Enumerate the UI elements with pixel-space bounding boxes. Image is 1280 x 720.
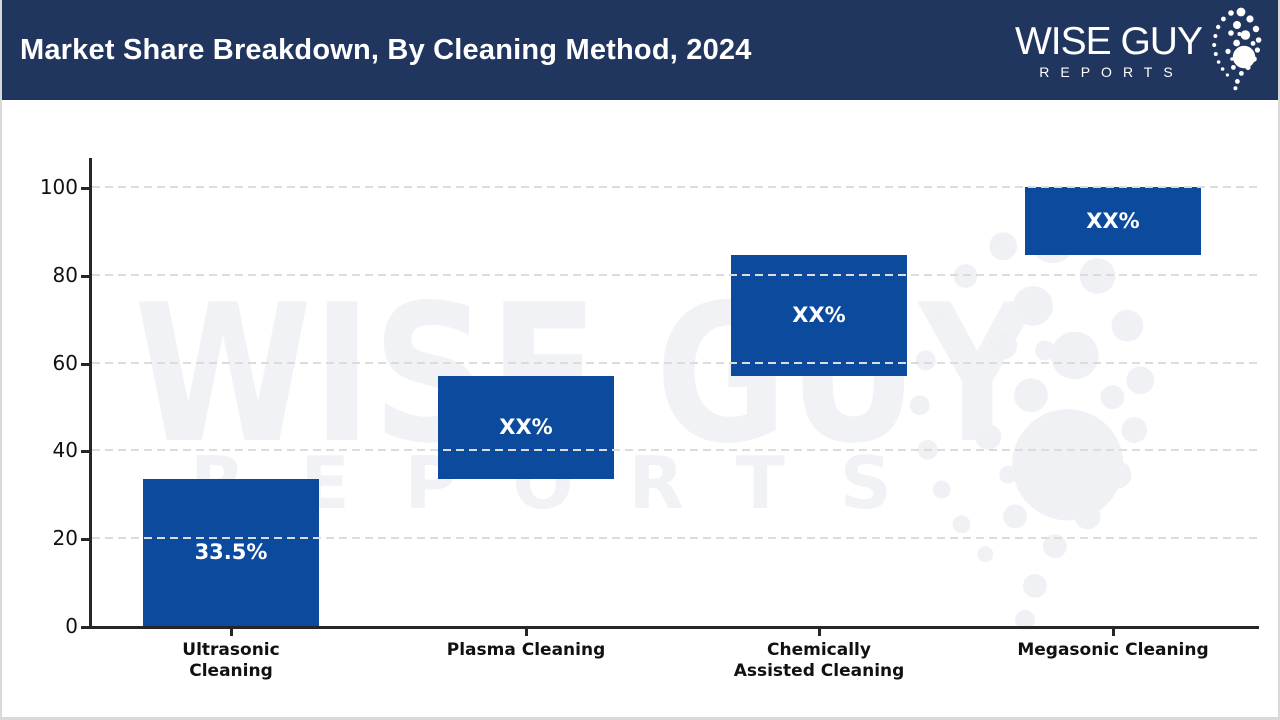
category-label: Chemically Assisted Cleaning	[699, 640, 939, 682]
bar-value-label: XX%	[792, 303, 846, 328]
y-tick-label: 0	[65, 614, 78, 638]
category-label-line: Megasonic Cleaning	[1017, 640, 1209, 660]
dotted-head-profile-watermark-icon	[909, 219, 1155, 630]
y-tick-label: 40	[52, 438, 78, 463]
x-tick-mark	[525, 629, 528, 636]
chart-title: Market Share Breakdown, By Cleaning Meth…	[20, 33, 752, 66]
x-axis-line	[89, 626, 1259, 629]
bar-segment: XX%	[1025, 187, 1201, 256]
y-tick-mark	[81, 626, 89, 629]
plot-area: WISE GUY REPORTS 33.5% XX% XX% XX% 0 20 40 60 80…	[2, 100, 1278, 717]
x-tick-mark	[818, 629, 821, 636]
y-tick-mark	[81, 274, 89, 278]
brand-logo: WISE GUY REPORTS	[1015, 7, 1268, 93]
category-label-line: Assisted Cleaning	[733, 661, 905, 681]
brand-wordmark: WISE GUY REPORTS	[1014, 19, 1203, 80]
gridline	[92, 449, 1259, 452]
bar-value-label: XX%	[499, 415, 553, 440]
y-tick-mark	[81, 187, 89, 190]
y-tick-label: 100	[39, 175, 78, 199]
category-label: Megasonic Cleaning	[993, 640, 1233, 661]
category-label-line: Ultrasonic	[182, 640, 280, 660]
category-label-line: Chemically	[767, 640, 871, 660]
bar-segment: XX%	[438, 375, 614, 479]
y-tick-label: 60	[52, 350, 78, 375]
bar-value-label: XX%	[1086, 209, 1140, 234]
y-tick-label: 20	[52, 526, 78, 551]
category-label-line: Plasma Cleaning	[446, 640, 606, 660]
brand-subname: REPORTS	[1039, 63, 1184, 80]
y-axis-line	[89, 158, 92, 629]
y-tick-mark	[81, 538, 89, 542]
y-tick-mark	[81, 450, 89, 454]
y-tick-label: 80	[52, 262, 78, 287]
y-tick-mark	[81, 362, 89, 366]
gridline	[92, 273, 1259, 276]
x-tick-mark	[1112, 629, 1115, 636]
brand-name: WISE GUY	[1014, 19, 1203, 63]
x-tick-mark	[230, 629, 233, 636]
bar-segment: 33.5%	[143, 478, 319, 626]
gridline	[92, 186, 1259, 188]
category-label: Ultrasonic Cleaning	[111, 640, 351, 682]
header-bar: Market Share Breakdown, By Cleaning Meth…	[2, 0, 1278, 100]
bar-value-label: 33.5%	[194, 540, 268, 565]
category-label: Plasma Cleaning	[406, 640, 646, 661]
gridline	[92, 537, 1259, 540]
dotted-head-profile-icon	[1212, 7, 1262, 91]
category-label-line: Cleaning	[189, 661, 273, 681]
gridline	[92, 361, 1259, 364]
